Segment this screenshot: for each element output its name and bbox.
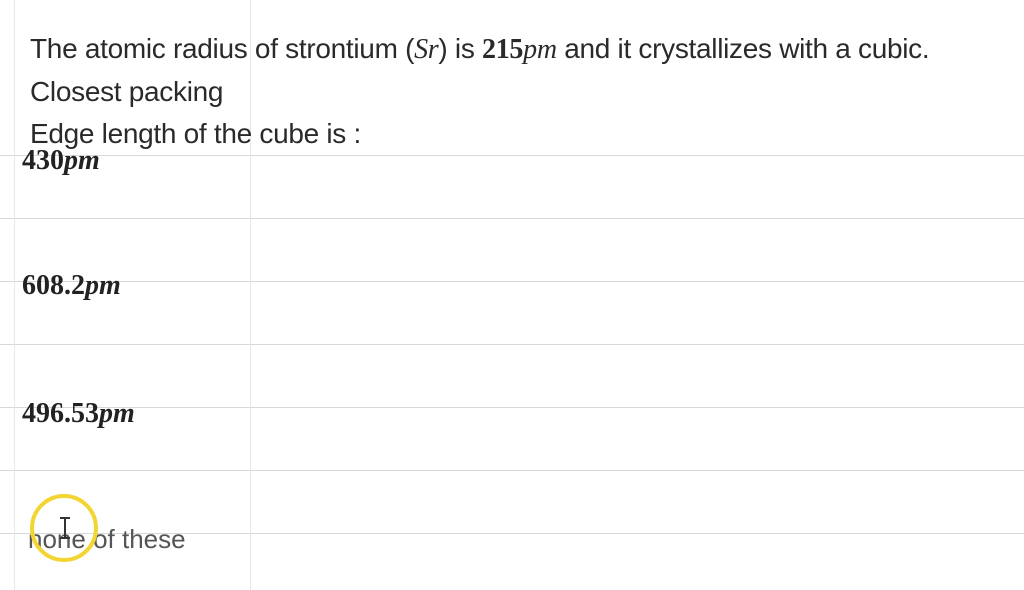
text-caret-icon [60,518,70,538]
option-a[interactable]: 430pm [22,145,100,177]
option-b-unit: pm [85,270,121,301]
question-text: The atomic radius of strontium (Sr) is 2… [30,28,1024,155]
question-line1-mid: ) is [438,33,482,64]
option-a-value: 430 [22,145,64,176]
radius-unit: pm [523,34,557,65]
option-c[interactable]: 496.53pm [22,398,135,430]
element-symbol: Sr [414,34,438,65]
option-c-value: 496.53 [22,398,99,429]
option-b-value: 608.2 [22,270,85,301]
option-a-unit: pm [64,145,100,176]
radius-value: 215 [482,34,523,65]
option-b[interactable]: 608.2pm [22,270,121,302]
question-line1-prefix: The atomic radius of strontium ( [30,33,414,64]
option-c-unit: pm [99,398,135,429]
